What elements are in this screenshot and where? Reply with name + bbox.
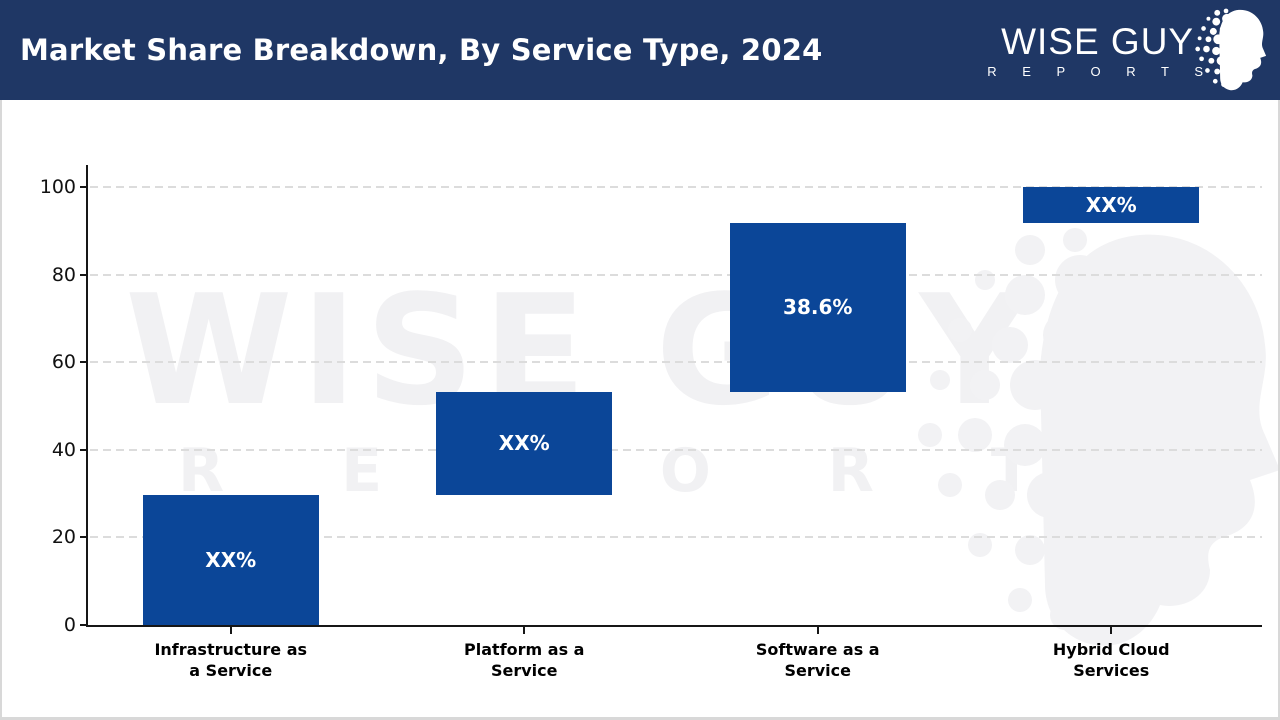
y-tick-mark-0: [80, 624, 88, 626]
bar-segment: 38.6%: [729, 222, 906, 392]
x-category-label: Software as a Service: [755, 640, 880, 680]
y-tick-mark-80: [80, 273, 88, 276]
bar-segment: XX%: [142, 494, 319, 625]
gridline-80: [90, 273, 1262, 276]
y-tick-label-80: 80: [51, 263, 76, 286]
y-tick-label-20: 20: [51, 526, 76, 549]
x-category-label: Infrastructure as a Service: [154, 640, 308, 680]
gridline-60: [90, 361, 1262, 364]
logo-wordmark: WISE GUY R E P O R T S: [981, 20, 1214, 79]
y-tick-mark-60: [80, 361, 88, 364]
bar-segment: XX%: [1023, 187, 1200, 223]
bar-value-label: XX%: [205, 547, 257, 572]
bar-value-label: XX%: [498, 431, 550, 456]
x-category-label: Platform as a Service: [464, 640, 585, 680]
x-axis-line: [86, 625, 1262, 627]
gridline-100: [90, 186, 1262, 188]
y-tick-mark-100: [80, 186, 88, 188]
y-tick-label-40: 40: [51, 438, 76, 461]
x-tick-mark: [229, 627, 232, 634]
header-bar: Market Share Breakdown, By Service Type,…: [0, 0, 1280, 100]
bar-segment: XX%: [436, 391, 613, 495]
bar-value-label: 38.6%: [783, 295, 853, 320]
page-title: Market Share Breakdown, By Service Type,…: [20, 33, 823, 67]
brand-logo: WISE GUY R E P O R T S: [981, 0, 1268, 100]
y-tick-mark-40: [80, 448, 88, 451]
gridline-40: [90, 448, 1262, 451]
logo-wordmark-line1: WISE GUY: [1001, 20, 1195, 62]
gridline-20: [90, 536, 1262, 539]
y-axis-line: [86, 165, 88, 627]
logo-wordmark-line2: R E P O R T S: [987, 63, 1214, 79]
x-tick-mark: [523, 627, 526, 634]
x-category-label: Hybrid Cloud Services: [1052, 640, 1170, 680]
x-tick-mark: [1110, 627, 1113, 634]
y-tick-mark-20: [80, 536, 88, 539]
y-tick-label-60: 60: [51, 351, 76, 374]
x-tick-mark: [816, 627, 819, 634]
y-tick-label-0: 0: [63, 614, 76, 636]
bar-value-label: XX%: [1085, 192, 1137, 217]
y-tick-label-100: 100: [39, 176, 76, 198]
